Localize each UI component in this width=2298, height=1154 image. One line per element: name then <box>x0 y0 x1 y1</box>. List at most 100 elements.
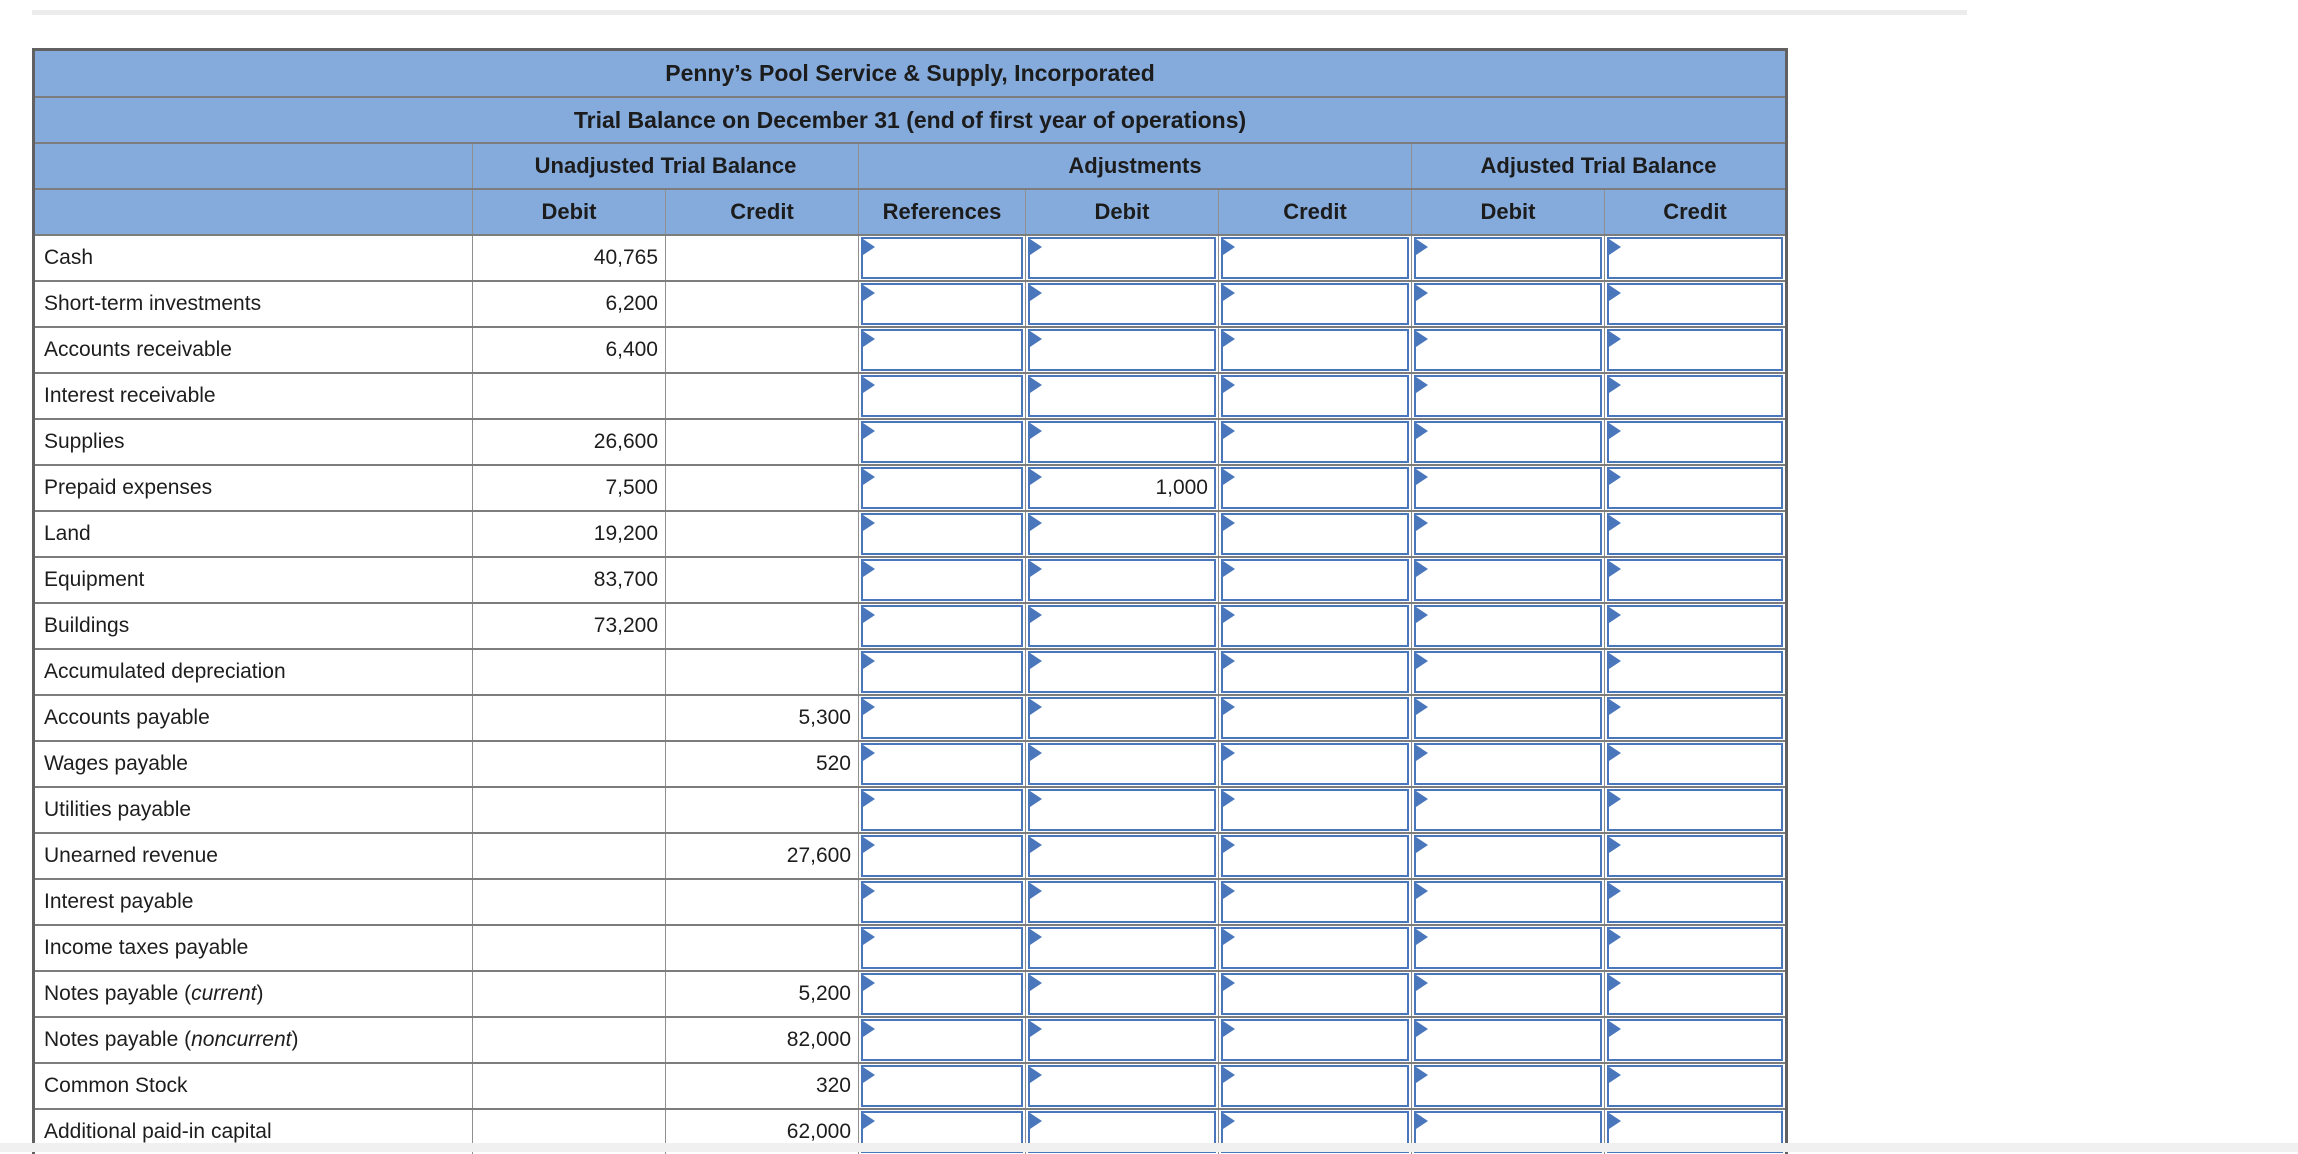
adjusted-credit-input[interactable] <box>1607 421 1783 463</box>
adjustments-credit-input[interactable] <box>1221 743 1409 785</box>
adjusted-credit-input[interactable] <box>1607 467 1783 509</box>
adjustments-debit-input[interactable] <box>1028 697 1216 739</box>
adjustments-credit-input[interactable] <box>1221 697 1409 739</box>
adjusted-debit-input[interactable] <box>1414 881 1602 923</box>
adjusted-debit-input[interactable] <box>1414 1019 1602 1061</box>
adjustments-credit-input[interactable] <box>1221 835 1409 877</box>
references-input[interactable] <box>861 375 1023 417</box>
references-input[interactable] <box>861 283 1023 325</box>
adjustments-debit-input[interactable] <box>1028 743 1216 785</box>
adjustments-debit-input[interactable] <box>1028 927 1216 969</box>
adjustments-debit-input[interactable] <box>1028 513 1216 555</box>
references-input[interactable] <box>861 467 1023 509</box>
references-input[interactable] <box>861 329 1023 371</box>
adjustments-credit-input[interactable] <box>1221 467 1409 509</box>
adjusted-credit-input[interactable] <box>1607 375 1783 417</box>
adjustments-credit-input[interactable] <box>1221 237 1409 279</box>
adjustments-credit-input[interactable] <box>1221 1065 1409 1107</box>
adjusted-credit-input[interactable] <box>1607 881 1783 923</box>
adjusted-debit-input[interactable] <box>1414 973 1602 1015</box>
cell-flag-icon <box>1416 239 1428 255</box>
adjusted-debit-input[interactable] <box>1414 559 1602 601</box>
adjusted-debit-input[interactable] <box>1414 513 1602 555</box>
adjustments-credit-input[interactable] <box>1221 283 1409 325</box>
adjustments-credit-input[interactable] <box>1221 559 1409 601</box>
adjusted-debit-input[interactable] <box>1414 835 1602 877</box>
references-input[interactable] <box>861 973 1023 1015</box>
adjusted-debit-input[interactable] <box>1414 1065 1602 1107</box>
adjustments-credit-input[interactable] <box>1221 881 1409 923</box>
references-input[interactable] <box>861 1019 1023 1061</box>
adjustments-debit-input[interactable] <box>1028 375 1216 417</box>
adjustments-credit-input[interactable] <box>1221 651 1409 693</box>
adjustments-debit-input[interactable] <box>1028 973 1216 1015</box>
adjusted-credit-input[interactable] <box>1607 605 1783 647</box>
references-input[interactable] <box>861 743 1023 785</box>
adjustments-debit-input[interactable] <box>1028 1065 1216 1107</box>
adjusted-credit-input[interactable] <box>1607 1019 1783 1061</box>
adjusted-credit-input[interactable] <box>1607 651 1783 693</box>
adjustments-credit-input[interactable] <box>1221 421 1409 463</box>
adjusted-credit-input[interactable] <box>1607 513 1783 555</box>
adjusted-credit-input[interactable] <box>1607 329 1783 371</box>
cell-flag-icon <box>1030 331 1042 347</box>
adjusted-debit-input[interactable] <box>1414 421 1602 463</box>
adjusted-debit-input[interactable] <box>1414 375 1602 417</box>
adjusted-credit-input[interactable] <box>1607 697 1783 739</box>
references-input[interactable] <box>861 237 1023 279</box>
references-input[interactable] <box>861 789 1023 831</box>
adjustments-debit-input[interactable] <box>1028 237 1216 279</box>
adjusted-debit-input[interactable] <box>1414 467 1602 509</box>
adjusted-credit-input[interactable] <box>1607 237 1783 279</box>
references-input[interactable] <box>861 881 1023 923</box>
adjusted-credit-input[interactable] <box>1607 559 1783 601</box>
references-input[interactable] <box>861 697 1023 739</box>
adjusted-debit-input[interactable] <box>1414 927 1602 969</box>
adjusted-debit-input[interactable] <box>1414 237 1602 279</box>
adjusted-credit-input[interactable] <box>1607 1065 1783 1107</box>
cell-flag-icon <box>863 699 875 715</box>
adjustments-debit-input[interactable] <box>1028 835 1216 877</box>
references-input[interactable] <box>861 421 1023 463</box>
references-input[interactable] <box>861 513 1023 555</box>
references-input[interactable] <box>861 1065 1023 1107</box>
adjustments-debit-input[interactable] <box>1028 283 1216 325</box>
adjustments-debit-input[interactable] <box>1028 605 1216 647</box>
adjusted-credit-input[interactable] <box>1607 973 1783 1015</box>
adjustments-credit-input[interactable] <box>1221 329 1409 371</box>
adjusted-credit-input[interactable] <box>1607 927 1783 969</box>
references-input[interactable] <box>861 605 1023 647</box>
adjusted-debit-input[interactable] <box>1414 329 1602 371</box>
references-input[interactable] <box>861 651 1023 693</box>
adjustments-debit-input[interactable] <box>1028 789 1216 831</box>
adjusted-debit-input[interactable] <box>1414 743 1602 785</box>
adjustments-debit-input[interactable] <box>1028 559 1216 601</box>
adjustments-credit-input[interactable] <box>1221 973 1409 1015</box>
adjusted-credit-input[interactable] <box>1607 283 1783 325</box>
adjustments-debit-input[interactable] <box>1028 421 1216 463</box>
adjusted-debit-input[interactable] <box>1414 789 1602 831</box>
references-input[interactable] <box>861 559 1023 601</box>
adjusted-debit-input[interactable] <box>1414 697 1602 739</box>
references-cell <box>859 880 1026 924</box>
adjustments-credit-input[interactable] <box>1221 605 1409 647</box>
adjustments-debit-input[interactable]: 1,000 <box>1028 467 1216 509</box>
adjustments-credit-input[interactable] <box>1221 375 1409 417</box>
adjusted-credit-input[interactable] <box>1607 835 1783 877</box>
adjustments-debit-input[interactable] <box>1028 1019 1216 1061</box>
adjustments-credit-input[interactable] <box>1221 1019 1409 1061</box>
adjustments-credit-input[interactable] <box>1221 927 1409 969</box>
adjusted-debit-input[interactable] <box>1414 605 1602 647</box>
references-input[interactable] <box>861 927 1023 969</box>
adjustments-debit-input[interactable] <box>1028 329 1216 371</box>
references-cell <box>859 1018 1026 1062</box>
adjusted-debit-input[interactable] <box>1414 283 1602 325</box>
adjusted-credit-input[interactable] <box>1607 743 1783 785</box>
references-input[interactable] <box>861 835 1023 877</box>
adjustments-debit-input[interactable] <box>1028 881 1216 923</box>
adjustments-debit-input[interactable] <box>1028 651 1216 693</box>
adjustments-credit-input[interactable] <box>1221 513 1409 555</box>
adjustments-credit-input[interactable] <box>1221 789 1409 831</box>
adjusted-debit-input[interactable] <box>1414 651 1602 693</box>
adjusted-credit-input[interactable] <box>1607 789 1783 831</box>
